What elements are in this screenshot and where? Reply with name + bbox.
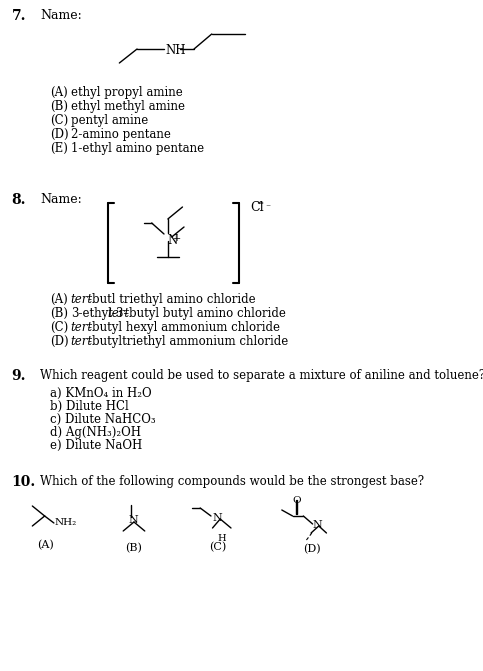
Text: Which of the following compounds would be the strongest base?: Which of the following compounds would b…: [40, 475, 424, 488]
Text: ⁻: ⁻: [265, 203, 270, 212]
Text: d) Ag(NH₃)₂OH: d) Ag(NH₃)₂OH: [50, 426, 141, 439]
Text: 7.: 7.: [12, 9, 26, 23]
Text: (B): (B): [125, 543, 142, 554]
Text: 9.: 9.: [12, 369, 26, 383]
Text: H: H: [218, 534, 227, 543]
Text: (C): (C): [210, 542, 227, 552]
Text: N: N: [167, 234, 177, 247]
Text: -butyltriethyl ammonium chloride: -butyltriethyl ammonium chloride: [88, 335, 288, 348]
Text: -butyl hexyl ammonium chloride: -butyl hexyl ammonium chloride: [88, 321, 280, 334]
Text: Cl: Cl: [250, 201, 264, 214]
Text: NH: NH: [166, 44, 186, 57]
Text: b) Dilute HCl: b) Dilute HCl: [50, 400, 129, 413]
Text: Name:: Name:: [40, 9, 82, 22]
Text: Which reagent could be used to separate a mixture of aniline and toluene?: Which reagent could be used to separate …: [40, 369, 483, 382]
Text: (A): (A): [50, 86, 68, 99]
Text: -butyl butyl amino chloride: -butyl butyl amino chloride: [125, 307, 285, 320]
Text: e) Dilute NaOH: e) Dilute NaOH: [50, 439, 142, 452]
Text: tert: tert: [108, 307, 130, 320]
Text: (B): (B): [50, 307, 68, 320]
Text: pentyl amine: pentyl amine: [71, 114, 148, 127]
Text: 10.: 10.: [12, 475, 36, 489]
Text: 8.: 8.: [12, 193, 26, 207]
Text: tert: tert: [71, 335, 93, 348]
Text: -butl triethyl amino chloride: -butl triethyl amino chloride: [88, 293, 256, 306]
Text: (D): (D): [50, 128, 69, 141]
Text: N: N: [213, 513, 222, 523]
Text: NH₂: NH₂: [55, 518, 77, 527]
Text: 1-ethyl amino pentane: 1-ethyl amino pentane: [71, 142, 204, 155]
Text: ethyl methyl amine: ethyl methyl amine: [71, 100, 185, 113]
Text: ethyl propyl amine: ethyl propyl amine: [71, 86, 183, 99]
Text: 3-ethyl-3-: 3-ethyl-3-: [71, 307, 128, 320]
Text: Name:: Name:: [40, 193, 82, 206]
Text: (E): (E): [50, 142, 68, 155]
Text: tert: tert: [71, 293, 93, 306]
Text: (C): (C): [50, 114, 68, 127]
Text: +: +: [173, 234, 182, 243]
Text: O: O: [293, 496, 301, 505]
Text: (D): (D): [303, 544, 321, 554]
Text: N: N: [313, 520, 322, 530]
Text: (B): (B): [50, 100, 68, 113]
Text: N: N: [128, 515, 138, 525]
Text: (D): (D): [50, 335, 69, 348]
Text: a) KMnO₄ in H₂O: a) KMnO₄ in H₂O: [50, 387, 152, 400]
Text: (A): (A): [37, 540, 54, 550]
Text: (C): (C): [50, 321, 68, 334]
Text: tert: tert: [71, 321, 93, 334]
Text: 2-amino pentane: 2-amino pentane: [71, 128, 170, 141]
Text: c) Dilute NaHCO₃: c) Dilute NaHCO₃: [50, 413, 156, 426]
Text: (A): (A): [50, 293, 68, 306]
